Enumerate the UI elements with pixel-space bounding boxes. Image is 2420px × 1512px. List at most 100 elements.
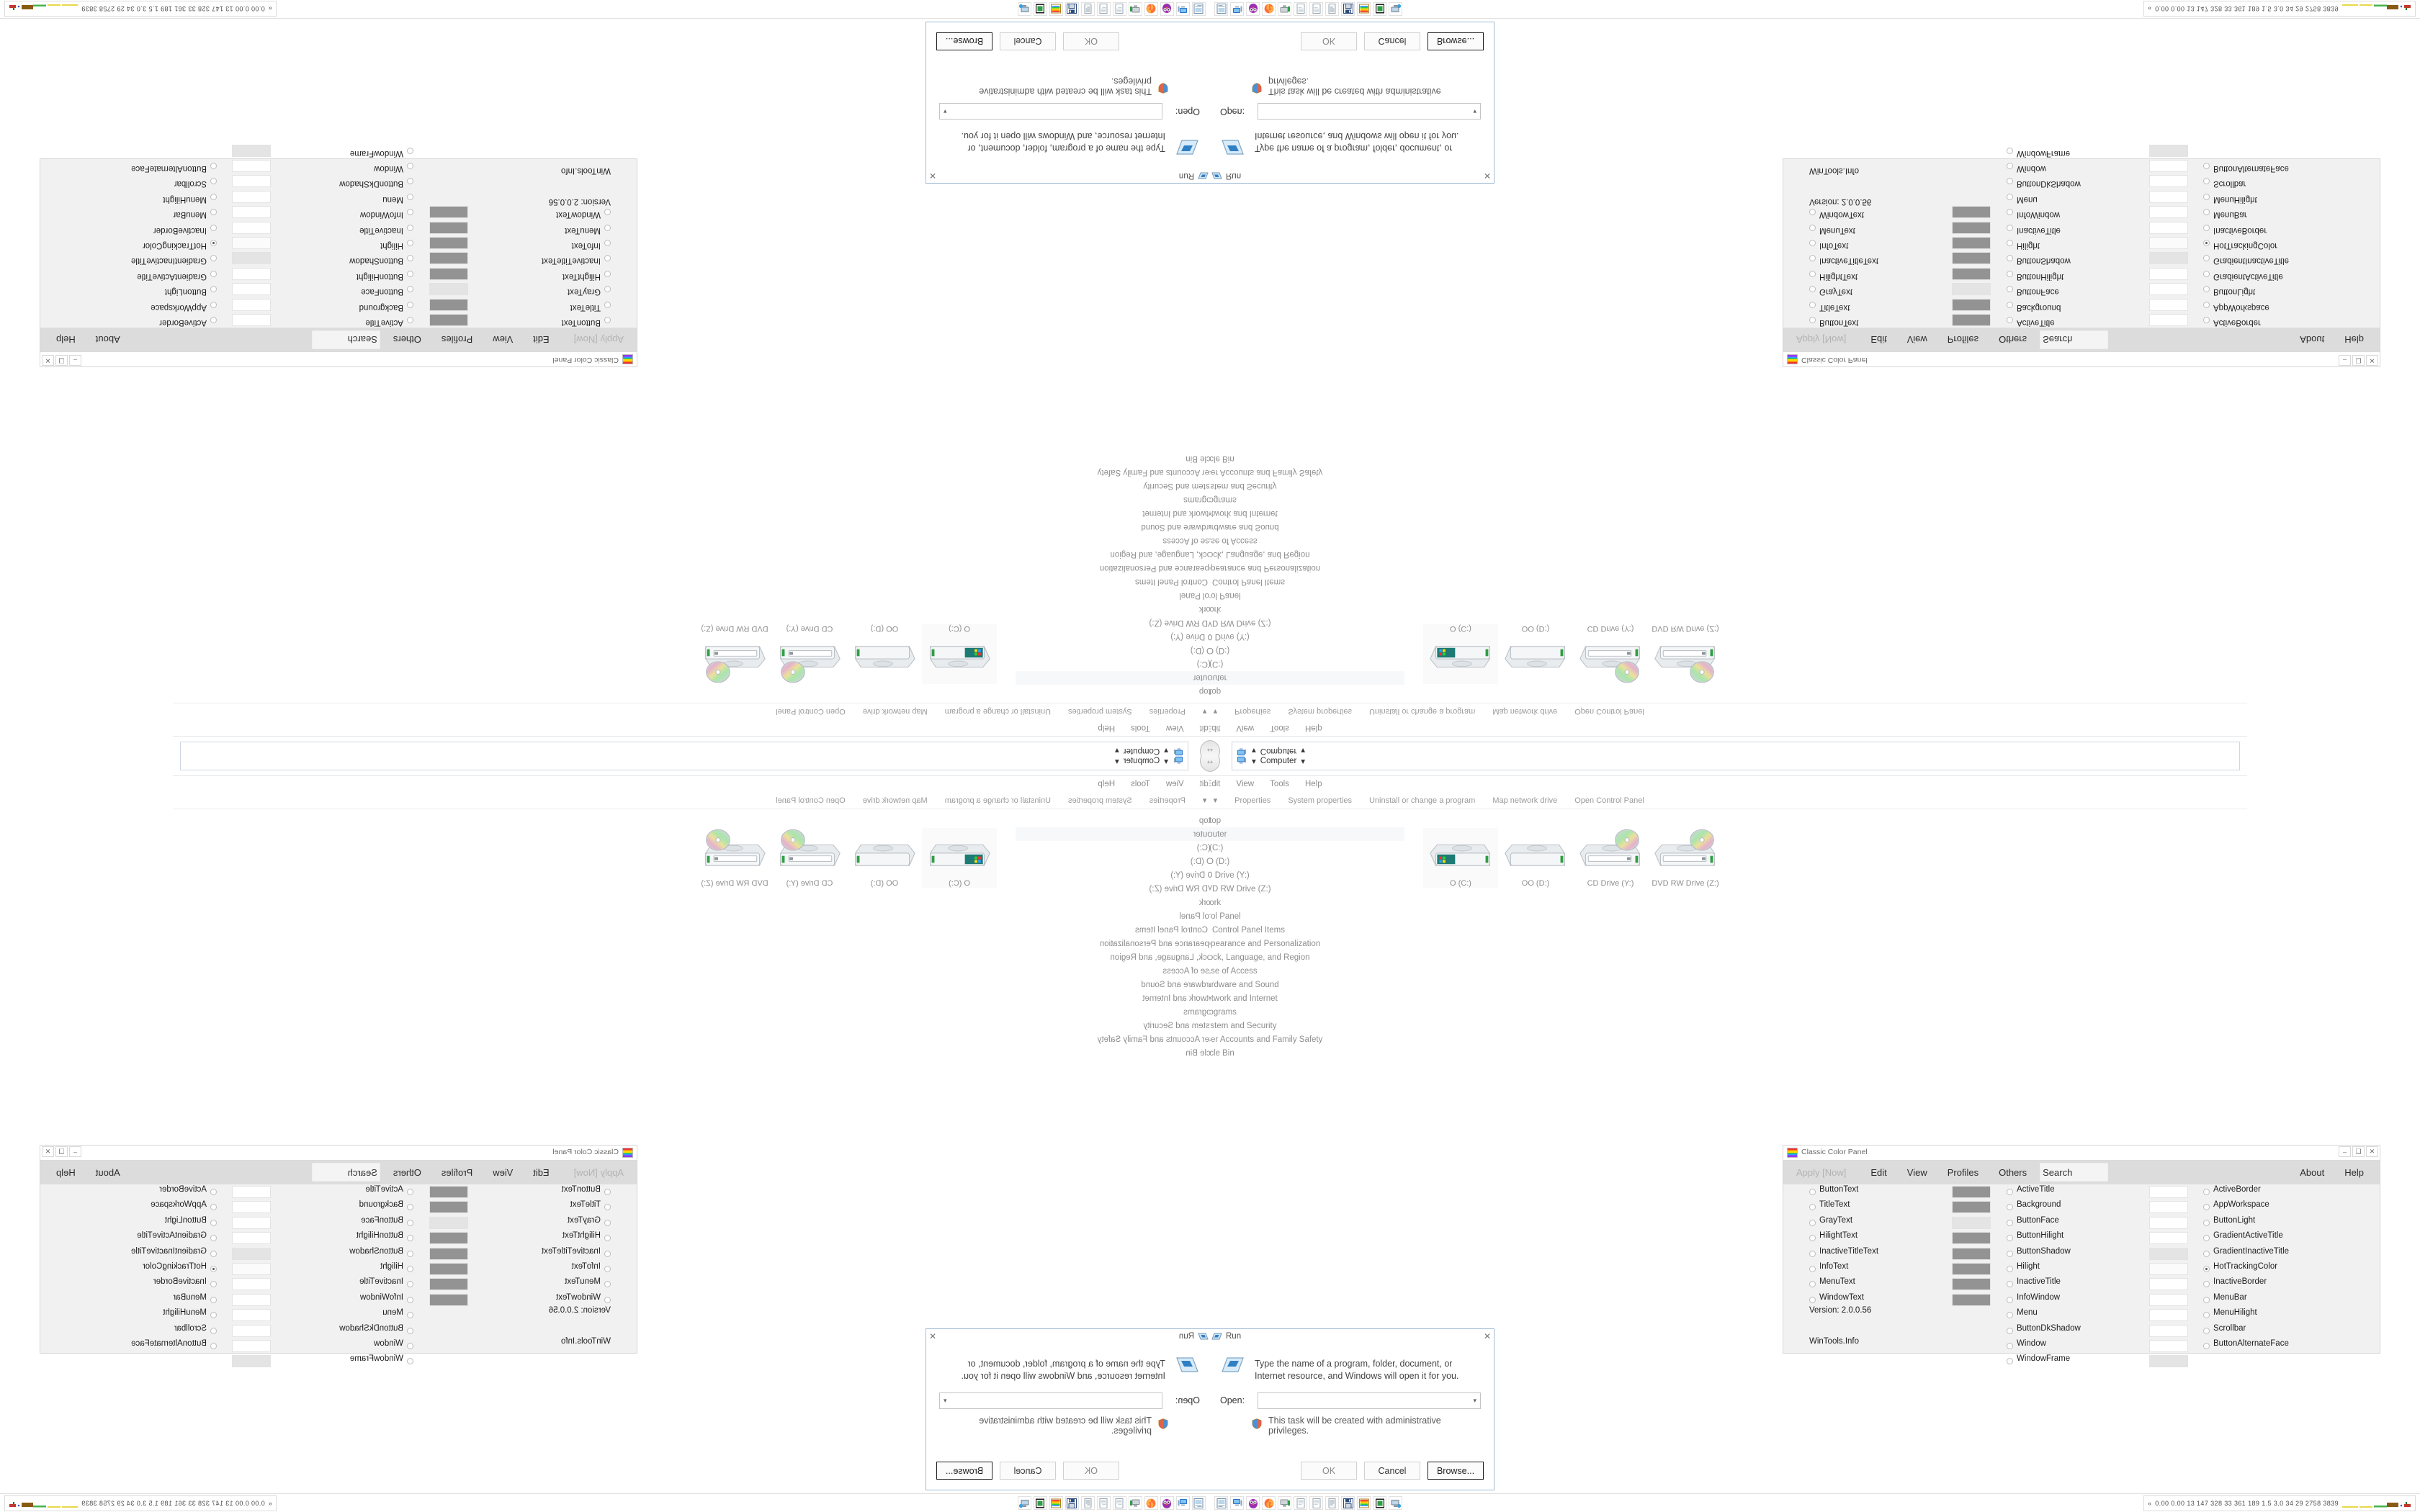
close-icon[interactable]: ✕ xyxy=(2366,355,2378,366)
color-swatch[interactable] xyxy=(429,283,468,296)
menu-about[interactable]: About xyxy=(2300,1166,2325,1178)
color-swatch[interactable] xyxy=(1952,206,1991,219)
tree-item[interactable]: Network and Internet xyxy=(1016,991,1210,1005)
classic-color-panel-window[interactable]: Classic Color Panel – ❑ ✕ Apply [Now] Ed… xyxy=(40,1145,637,1368)
color-setting-row[interactable]: ButtonDkShadow xyxy=(226,1324,413,1339)
color-radio[interactable] xyxy=(2007,1250,2013,1257)
floppy-save-icon[interactable] xyxy=(1341,1496,1355,1510)
explorer-menu-bar[interactable]: File Edit View Tools Help xyxy=(173,720,1210,736)
color-setting-row[interactable]: GradientActiveTitle xyxy=(2203,1231,2398,1246)
color-radio[interactable] xyxy=(1809,1204,1816,1211)
color-radio[interactable] xyxy=(2203,224,2210,231)
floppy-save-icon[interactable] xyxy=(1065,2,1079,16)
color-setting-row[interactable]: InfoText xyxy=(424,1262,611,1277)
tree-item[interactable]: DVD RW Drive (Z:) xyxy=(1210,882,1404,896)
close-icon[interactable]: ✕ xyxy=(929,1331,937,1341)
color-radio[interactable] xyxy=(407,1265,413,1272)
tree-item[interactable]: OO (D:) xyxy=(1016,855,1210,868)
color-radio[interactable] xyxy=(2203,1342,2210,1349)
color-column-1[interactable]: ButtonText TitleText GrayText HilightText In… xyxy=(1809,1185,1996,1308)
color-radio[interactable] xyxy=(2203,1219,2210,1226)
tree-item[interactable]: Clock, Language, and Region xyxy=(1016,950,1210,964)
color-radio[interactable] xyxy=(210,1189,217,1195)
color-setting-row[interactable]: ButtonText xyxy=(424,1185,611,1200)
color-radio[interactable] xyxy=(2007,286,2013,293)
color-settings-grid[interactable]: ButtonText TitleText GrayText HilightText In… xyxy=(1783,1185,2380,1368)
menu-edit[interactable]: Edit xyxy=(1199,724,1210,732)
run-dialog[interactable]: Run ✕ Type the name of a program, folder… xyxy=(1210,22,1494,184)
color-setting-row[interactable]: ButtonHilight xyxy=(226,265,413,281)
color-radio[interactable] xyxy=(407,317,413,323)
rainbow-panel-icon[interactable] xyxy=(1049,2,1063,16)
rainbow-panel-icon[interactable] xyxy=(1049,1496,1063,1510)
search-input[interactable]: Search xyxy=(311,330,380,349)
color-swatch[interactable] xyxy=(2149,1247,2188,1260)
color-column-1[interactable]: ButtonText TitleText GrayText HilightText In… xyxy=(424,1185,611,1308)
color-radio[interactable] xyxy=(407,1235,413,1242)
color-column-2[interactable]: ActiveTitle Background ButtonFace ButtonHil… xyxy=(2007,142,2194,327)
color-setting-row[interactable]: Hilight xyxy=(226,1262,413,1277)
tree-item[interactable]: Desktop xyxy=(1016,814,1210,827)
color-swatch[interactable] xyxy=(429,1232,468,1245)
menu-view[interactable]: View xyxy=(1906,334,1927,346)
color-swatch[interactable] xyxy=(232,267,271,280)
run-dialog[interactable]: Run ✕ Type the name of a program, folder… xyxy=(1210,1328,1494,1490)
color-radio[interactable] xyxy=(210,1250,217,1257)
color-radio[interactable] xyxy=(1809,301,1816,308)
cancel-button[interactable]: Cancel xyxy=(1364,1462,1420,1480)
owl-icon[interactable] xyxy=(1246,2,1260,16)
tree-item[interactable]: Computer xyxy=(1016,827,1210,841)
chevron-left-icon[interactable]: « xyxy=(268,5,272,12)
run-dialog[interactable]: Run ✕ Type the name of a program, folder… xyxy=(926,1328,1210,1490)
color-radio[interactable] xyxy=(1809,240,1816,247)
color-swatch[interactable] xyxy=(2149,1216,2188,1229)
forward-button[interactable]: → xyxy=(1210,756,1220,772)
color-radio[interactable] xyxy=(210,1281,217,1288)
search-input[interactable]: Search xyxy=(311,1163,380,1182)
color-radio[interactable] xyxy=(407,1250,413,1257)
color-radio[interactable] xyxy=(2203,255,2210,262)
menu-help[interactable]: Help xyxy=(1098,724,1116,732)
rainbow-panel-icon[interactable] xyxy=(1357,1496,1371,1510)
screenshot-icon[interactable] xyxy=(1018,2,1031,16)
ccp-right-menu[interactable]: About Help xyxy=(2290,328,2374,352)
color-radio[interactable] xyxy=(2007,1219,2013,1226)
color-setting-row[interactable]: MenuBar xyxy=(22,1293,217,1308)
drive-list[interactable]: O (C:) OO (D:) CD Drive (Y:) DVD RW Drive (… xyxy=(1404,624,2247,703)
color-radio[interactable] xyxy=(2203,1312,2210,1319)
ccp-menu-bar[interactable]: Apply [Now] Edit View Profiles Others Se… xyxy=(1783,1160,2380,1184)
menu-profiles[interactable]: Profiles xyxy=(1947,334,1979,346)
color-radio[interactable] xyxy=(2203,1265,2210,1272)
color-swatch[interactable] xyxy=(2149,283,2188,296)
menu-edit[interactable]: Edit xyxy=(1870,334,1887,346)
color-setting-row[interactable]: GradientActiveTitle xyxy=(2203,265,2398,281)
maximize-icon[interactable]: ❑ xyxy=(2352,1146,2365,1157)
color-radio[interactable] xyxy=(604,1235,611,1242)
drive-item[interactable]: CD Drive (Y:) xyxy=(772,828,847,888)
chevron-down-icon[interactable]: ▾ xyxy=(1213,707,1218,716)
color-swatch[interactable] xyxy=(1952,1262,1991,1275)
color-radio[interactable] xyxy=(2007,1189,2013,1195)
forward-button[interactable]: → xyxy=(1200,756,1210,772)
color-radio[interactable] xyxy=(604,224,611,231)
taskbar[interactable]: « 0.00 0.00 13 147 328 33 361 189 1.5 3.… xyxy=(1210,1493,2420,1512)
tree-item[interactable]: Control Panel xyxy=(1210,909,1404,923)
navigation-tree[interactable]: Desktop Computer O (C:) OO (D:) CD Drive (Y:… xyxy=(1210,809,1404,1130)
color-radio[interactable] xyxy=(2007,1204,2013,1211)
color-swatch[interactable] xyxy=(429,237,468,250)
explorer-command-bar[interactable]: Organize ▾ Properties System properties … xyxy=(173,703,1210,720)
window-controls[interactable]: – ❑ ✕ xyxy=(2339,355,2378,366)
rainbow-panel-icon[interactable] xyxy=(1357,2,1371,16)
color-setting-row[interactable]: Menu xyxy=(2007,188,2194,204)
color-swatch[interactable] xyxy=(232,1247,271,1260)
color-setting-row[interactable]: MenuHilight xyxy=(2203,188,2398,204)
run-dialog[interactable]: Run ✕ Type the name of a program, folder… xyxy=(926,22,1210,184)
color-setting-row[interactable]: GradientActiveTitle xyxy=(22,265,217,281)
color-swatch[interactable] xyxy=(2149,175,2188,188)
document-icon[interactable] xyxy=(1294,1496,1307,1510)
color-swatch[interactable] xyxy=(2149,267,2188,280)
color-swatch[interactable] xyxy=(1952,283,1991,296)
tree-item[interactable]: Recycle Bin xyxy=(1210,452,1404,466)
color-setting-row[interactable]: InfoWindow xyxy=(226,204,413,219)
color-setting-row[interactable]: ButtonFace xyxy=(226,1216,413,1231)
